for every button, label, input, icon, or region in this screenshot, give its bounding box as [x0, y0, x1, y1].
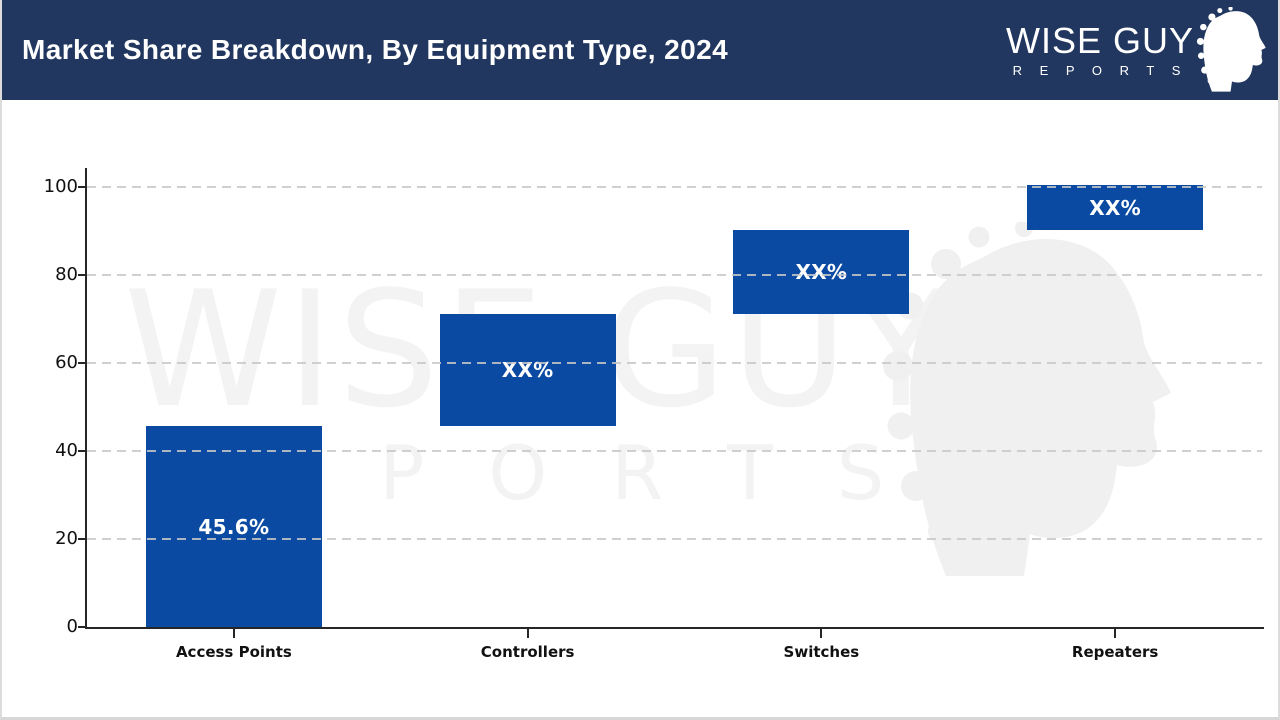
bar-label: XX%	[1089, 195, 1142, 220]
page-title: Market Share Breakdown, By Equipment Typ…	[22, 34, 729, 65]
grid-line	[87, 362, 1262, 364]
header: Market Share Breakdown, By Equipment Typ…	[2, 0, 1278, 100]
y-tick	[78, 274, 87, 276]
x-tick	[526, 629, 529, 638]
logo-head-icon	[1196, 7, 1266, 92]
y-tick	[78, 538, 87, 540]
y-tick	[78, 626, 87, 628]
y-tick-label: 40	[55, 440, 78, 461]
watermark-head-icon	[883, 222, 1171, 576]
logo-line2: R E P O R T S	[1012, 62, 1188, 78]
x-category-label: Repeaters	[1071, 643, 1159, 661]
y-tick-label: 80	[55, 264, 78, 285]
wiseguy-logo: WISE GUY R E P O R T S	[1005, 7, 1278, 93]
y-tick	[78, 450, 87, 452]
y-tick-label: 100	[43, 176, 78, 197]
x-category-label: Switches	[783, 643, 860, 661]
y-tick	[78, 362, 87, 364]
bar: XX%	[1027, 185, 1204, 231]
grid-line	[87, 450, 1262, 452]
bar-label: XX%	[795, 260, 848, 285]
x-tick	[1114, 629, 1117, 638]
bar: XX%	[733, 230, 910, 315]
logo-line1: WISE GUY	[1005, 19, 1194, 61]
y-tick-label: 20	[55, 528, 78, 549]
grid-line	[87, 538, 1262, 540]
grid-line	[87, 186, 1262, 188]
y-tick-label: 0	[66, 616, 78, 637]
x-axis-line	[85, 627, 1264, 629]
bar-label: 45.6%	[198, 514, 270, 539]
chart-area: WISE GUY R E P O R T S 0 20 40 60 80 100 45.6%…	[2, 100, 1278, 717]
y-tick	[78, 186, 87, 188]
bar: 45.6%	[145, 426, 322, 627]
x-tick	[820, 629, 823, 638]
grid-line	[87, 274, 1262, 276]
logo-wordmark: WISE GUY R E P O R T S	[1005, 19, 1194, 78]
x-category-label: Access Points	[175, 643, 292, 661]
bar: XX%	[439, 314, 616, 427]
x-category-label: Controllers	[480, 643, 575, 661]
y-tick-label: 60	[55, 352, 78, 373]
y-axis-line	[85, 168, 87, 629]
x-tick	[232, 629, 235, 638]
